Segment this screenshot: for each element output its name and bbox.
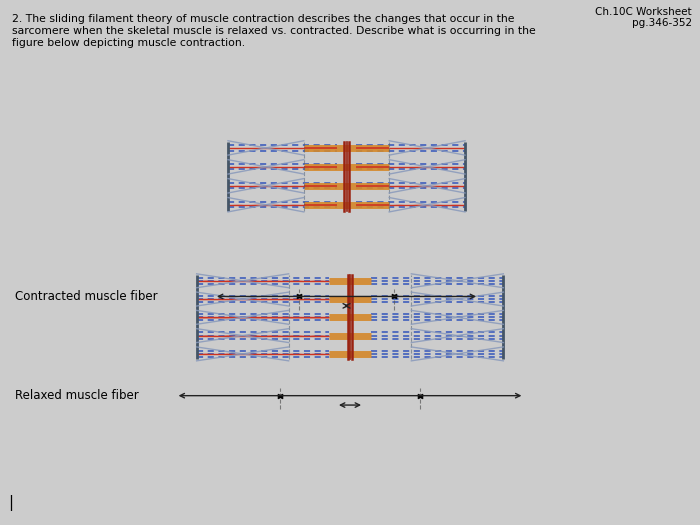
Text: Contracted muscle fiber: Contracted muscle fiber: [15, 290, 158, 303]
Text: |: |: [8, 495, 13, 510]
Text: Ch.10C Worksheet
pg.346-352: Ch.10C Worksheet pg.346-352: [595, 7, 692, 28]
Text: Relaxed muscle fiber: Relaxed muscle fiber: [15, 389, 139, 402]
Text: 2. The sliding filament theory of muscle contraction describes the changes that : 2. The sliding filament theory of muscle…: [12, 15, 536, 48]
